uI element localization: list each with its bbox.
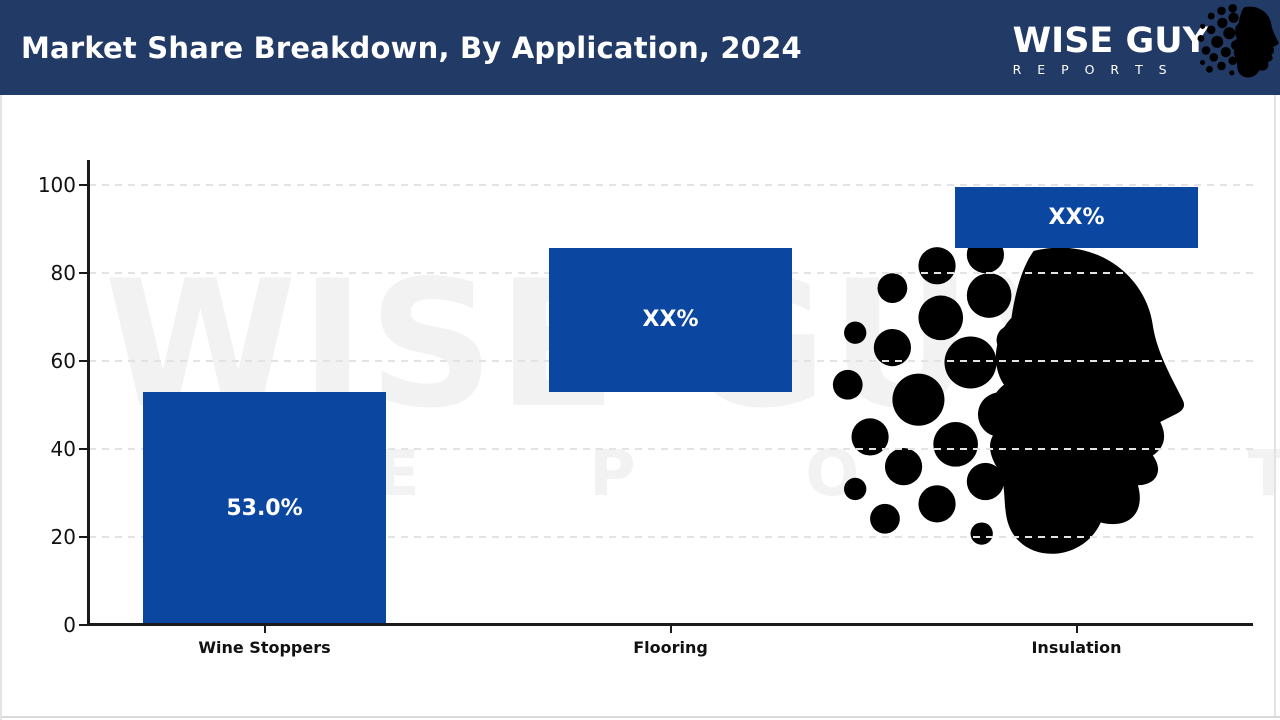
- x-tick-mark: [669, 626, 672, 633]
- y-tick-mark: [79, 624, 87, 626]
- x-category-label: Insulation: [1031, 638, 1122, 657]
- bar: 53.0%: [143, 391, 386, 625]
- x-category-label: Wine Stoppers: [198, 638, 331, 657]
- bar-value-label: XX%: [1048, 205, 1105, 231]
- page-bottom-border: [0, 716, 1280, 718]
- x-tick-mark: [1075, 626, 1078, 633]
- x-axis-line: [87, 623, 1253, 626]
- y-tick-mark: [79, 448, 87, 450]
- y-tick-label: 80: [50, 261, 76, 285]
- bar: XX%: [549, 247, 792, 392]
- bar-value-label: 53.0%: [226, 495, 303, 521]
- x-tick-mark: [263, 626, 266, 633]
- y-tick-mark: [79, 184, 87, 186]
- logo-wordmark-line1: WISE GUY: [1012, 21, 1208, 61]
- bar-value-label: XX%: [642, 307, 699, 333]
- y-tick-label: 100: [37, 173, 76, 197]
- x-category-label: Flooring: [633, 638, 708, 657]
- bar: XX%: [955, 187, 1198, 248]
- y-tick-label: 0: [63, 613, 76, 637]
- y-axis-line: [87, 160, 90, 626]
- page-right-border: [1274, 95, 1276, 716]
- y-tick-label: 60: [50, 349, 76, 373]
- header-bar: Market Share Breakdown, By Application, …: [0, 0, 1280, 95]
- grid-line: [89, 184, 1253, 186]
- logo-head-icon: [1194, 4, 1280, 90]
- y-tick-label: 20: [50, 525, 76, 549]
- chart-title: Market Share Breakdown, By Application, …: [21, 30, 802, 65]
- logo-wordmark: WISE GUY R E P O R T S: [1012, 21, 1208, 78]
- grid-line: [89, 448, 1253, 450]
- y-tick-label: 40: [50, 437, 76, 461]
- y-tick-mark: [79, 536, 87, 538]
- watermark-head-icon: [818, 236, 1190, 608]
- grid-line: [89, 536, 1253, 538]
- logo-wordmark-line2: R E P O R T S: [1012, 62, 1173, 77]
- y-tick-mark: [79, 360, 87, 362]
- y-tick-mark: [79, 272, 87, 274]
- logo: WISE GUY R E P O R T S: [1013, 0, 1280, 95]
- page-left-border: [0, 95, 2, 720]
